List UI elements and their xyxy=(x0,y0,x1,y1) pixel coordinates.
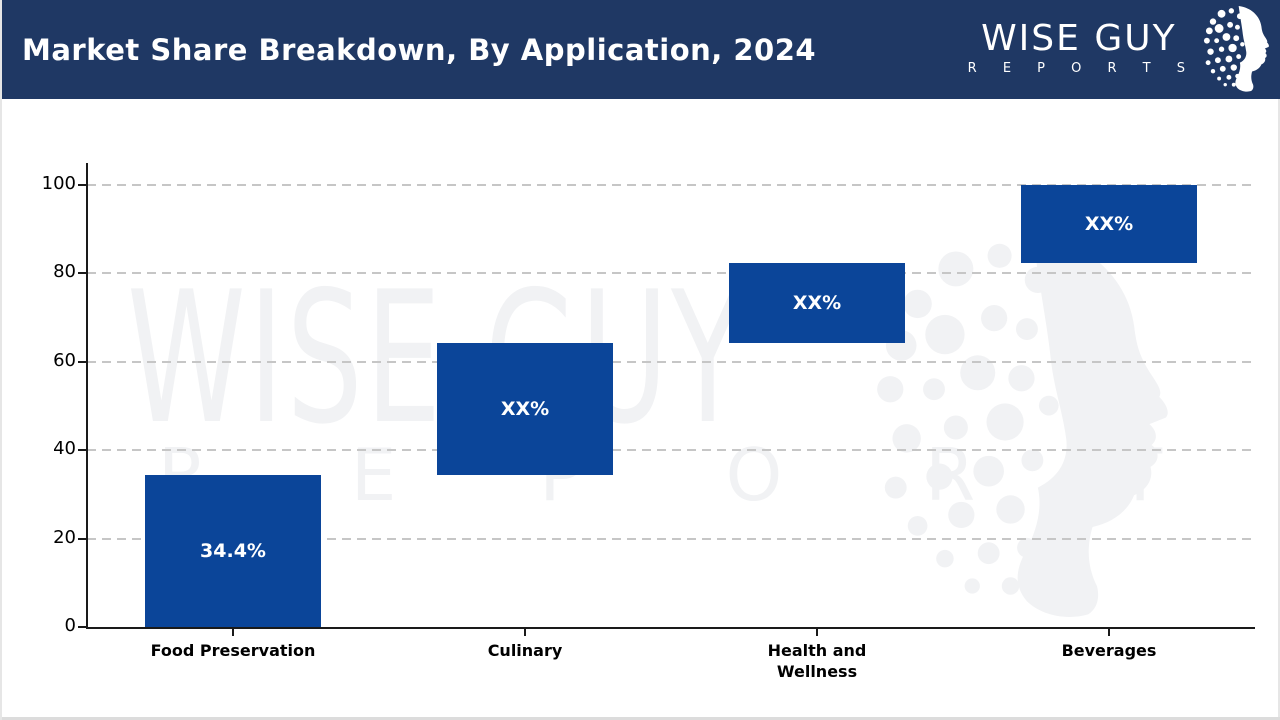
gridline xyxy=(87,360,1255,363)
x-tick-label: Food Preservation xyxy=(150,641,316,660)
bar-value-label: XX% xyxy=(500,398,550,421)
gridline xyxy=(87,449,1255,452)
y-tick-label: 100 xyxy=(41,173,76,194)
x-tick-label: Health and Wellness xyxy=(767,641,867,682)
bar-value-label: XX% xyxy=(1084,212,1134,235)
y-axis xyxy=(86,163,88,629)
x-tick-label: Beverages xyxy=(1061,641,1157,660)
x-tickmark xyxy=(816,629,818,636)
x-tickmark xyxy=(524,629,526,636)
bar-value-label: XX% xyxy=(792,292,842,314)
chart-title: Market Share Breakdown, By Application, … xyxy=(22,32,817,67)
logo-text: WISE GUY R E P O R T S xyxy=(962,17,1196,76)
y-tick-label: 60 xyxy=(53,349,76,371)
y-tickmark xyxy=(78,537,87,540)
y-tickmark xyxy=(78,184,87,186)
header-bar: Market Share Breakdown, By Application, … xyxy=(2,0,1280,99)
gridline xyxy=(87,272,1255,275)
x-axis xyxy=(86,627,1255,629)
logo-subtitle: R E P O R T S xyxy=(967,60,1196,76)
bar-food-preservation: 34.4% xyxy=(145,474,321,627)
bar-beverages: XX% xyxy=(1021,185,1197,263)
y-tick-label: 20 xyxy=(53,526,76,548)
wise-guy-logo: WISE GUY R E P O R T S xyxy=(962,4,1272,92)
y-tickmark xyxy=(78,626,87,628)
y-tickmark xyxy=(78,360,87,363)
gridline xyxy=(87,537,1255,540)
bar-culinary: XX% xyxy=(437,343,613,475)
bar-health-and-wellness: XX% xyxy=(729,262,905,344)
y-tickmark xyxy=(78,449,87,452)
bar-value-label: 34.4% xyxy=(200,539,266,562)
y-tick-label: 40 xyxy=(53,438,76,460)
bottom-divider xyxy=(2,717,1280,720)
dotted-head-profile-icon xyxy=(1198,4,1272,92)
y-tickmark xyxy=(78,272,87,275)
x-tick-label: Culinary xyxy=(487,641,563,660)
logo-wordmark: WISE GUY xyxy=(981,17,1177,59)
x-tickmark xyxy=(232,629,234,636)
x-tickmark xyxy=(1108,629,1110,636)
gridline xyxy=(87,184,1255,186)
y-tick-label: 0 xyxy=(64,615,76,636)
y-tick-label: 80 xyxy=(53,261,76,283)
